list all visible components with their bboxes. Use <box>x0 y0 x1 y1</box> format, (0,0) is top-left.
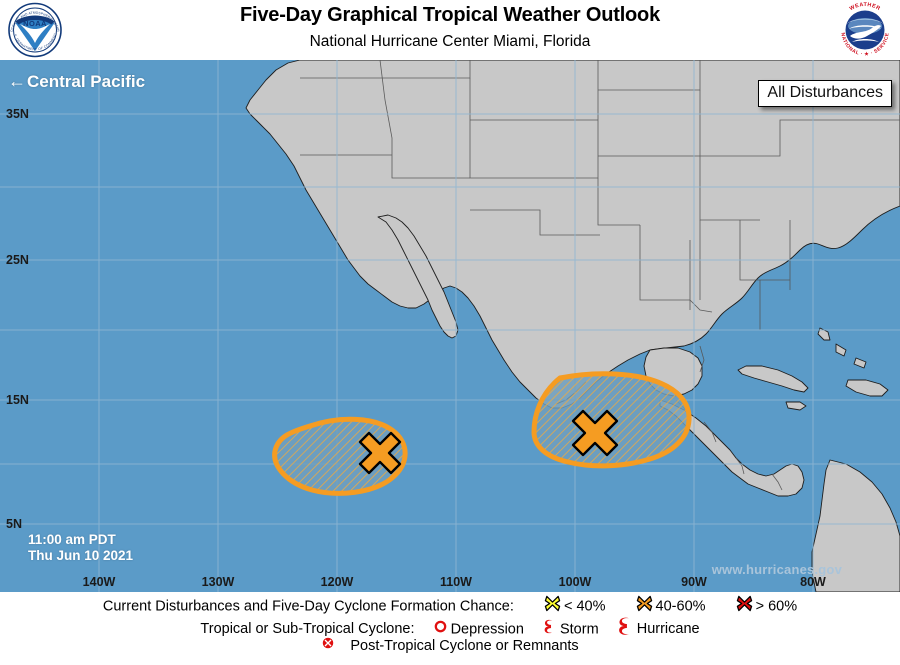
svg-text:NOAA: NOAA <box>23 19 47 28</box>
jamaica <box>785 401 807 411</box>
legend-row-formation-chance: Current Disturbances and Five-Day Cyclon… <box>0 595 900 617</box>
site-watermark: www.hurricanes.gov <box>711 562 842 577</box>
post-tropical-circle-x-icon <box>321 636 335 654</box>
left-arrow-icon: ← <box>8 71 26 91</box>
outlook-map[interactable]: 35N 25N 15N 5N 140W 130W 120W 110W 100W … <box>0 60 900 592</box>
legend-post-tropical-label: Post-Tropical Cyclone or Remnants <box>350 638 579 654</box>
legend-chance-under-40-label: < 40% <box>563 598 606 615</box>
noaa-logo: NOAA NATIONAL OCEANIC AND ATMOSPHERIC AD… <box>5 0 64 58</box>
timestamp-time: 11:00 am PDT <box>28 532 116 547</box>
legend-hurricane: Hurricane <box>617 617 700 641</box>
legend-depression: Depression <box>433 620 524 639</box>
all-disturbances-badge[interactable]: All Disturbances <box>758 80 892 107</box>
legend-row-post-tropical: Post-Tropical Cyclone or Remnants <box>0 637 900 655</box>
bahamas-island <box>817 327 831 341</box>
timestamp-date: Thu Jun 10 2021 <box>28 548 134 563</box>
legend-storm-label: Storm <box>559 621 599 637</box>
lat-label-5n: 5N <box>6 517 22 531</box>
north-america-landmass <box>245 60 900 409</box>
lat-label-25n: 25N <box>6 253 29 267</box>
page-header: NOAA NATIONAL OCEANIC AND ATMOSPHERIC AD… <box>0 0 900 60</box>
lon-label-120w: 120W <box>320 575 354 589</box>
map-legend: Current Disturbances and Five-Day Cyclon… <box>0 592 900 665</box>
graticule-lines <box>0 60 900 592</box>
legend-cyclone-label: Tropical or Sub-Tropical Cyclone: <box>200 621 415 637</box>
lon-label-100w: 100W <box>558 575 592 589</box>
lon-label-130w: 130W <box>201 575 235 589</box>
legend-chance-over-60-label: > 60% <box>755 598 798 615</box>
page-subtitle: National Hurricane Center Miami, Florida <box>309 33 591 50</box>
national-weather-service-logo: WEATHER NATIONAL · ★ · SERVICE <box>836 2 894 58</box>
cuba <box>737 365 809 393</box>
legend-row-cyclone-types: Tropical or Sub-Tropical Cyclone: Depres… <box>0 617 900 641</box>
legend-hurricane-label: Hurricane <box>636 621 700 637</box>
lon-label-90w: 90W <box>681 575 707 589</box>
legend-chance-40-60-label: 40-60% <box>655 598 706 615</box>
legend-post-tropical: Post-Tropical Cyclone or Remnants <box>321 636 579 655</box>
lon-label-80w: 80W <box>800 575 826 589</box>
legend-chance-40-60: 40-60% <box>636 595 706 617</box>
eastern-disturbance-marker[interactable] <box>571 409 619 457</box>
central-pacific-link[interactable]: ←Central Pacific <box>8 71 145 92</box>
legend-chance-label: Current Disturbances and Five-Day Cyclon… <box>102 598 514 615</box>
bahamas-island <box>853 357 867 369</box>
hispaniola <box>845 379 889 397</box>
svg-text:WEATHER: WEATHER <box>849 2 882 12</box>
bahamas-island <box>835 343 847 357</box>
south-america-landmass <box>811 459 900 592</box>
western-disturbance-marker[interactable] <box>358 431 402 475</box>
central-pacific-label: Central Pacific <box>27 72 146 91</box>
administrative-borders <box>300 60 900 491</box>
page-title: Five-Day Graphical Tropical Weather Outl… <box>239 4 661 26</box>
hurricane-spiral-icon <box>617 616 634 640</box>
x-marker-red-icon <box>736 595 753 616</box>
x-marker-orange-icon <box>636 595 653 616</box>
legend-depression-label: Depression <box>450 621 524 637</box>
lon-label-140w: 140W <box>82 575 116 589</box>
lon-label-110w: 110W <box>440 575 472 589</box>
legend-storm: Storm <box>542 619 599 640</box>
map-timestamp: 11:00 am PDT Thu Jun 10 2021 <box>28 532 133 564</box>
depression-circle-icon <box>433 619 448 638</box>
storm-spiral-icon <box>542 618 557 639</box>
legend-chance-under-40: < 40% <box>544 595 606 617</box>
x-marker-yellow-icon <box>544 595 561 616</box>
legend-chance-over-60: > 60% <box>736 595 798 617</box>
lat-label-15n: 15N <box>6 393 29 407</box>
map-graphics <box>0 60 900 592</box>
lat-label-35n: 35N <box>6 107 29 121</box>
central-america <box>659 399 805 497</box>
